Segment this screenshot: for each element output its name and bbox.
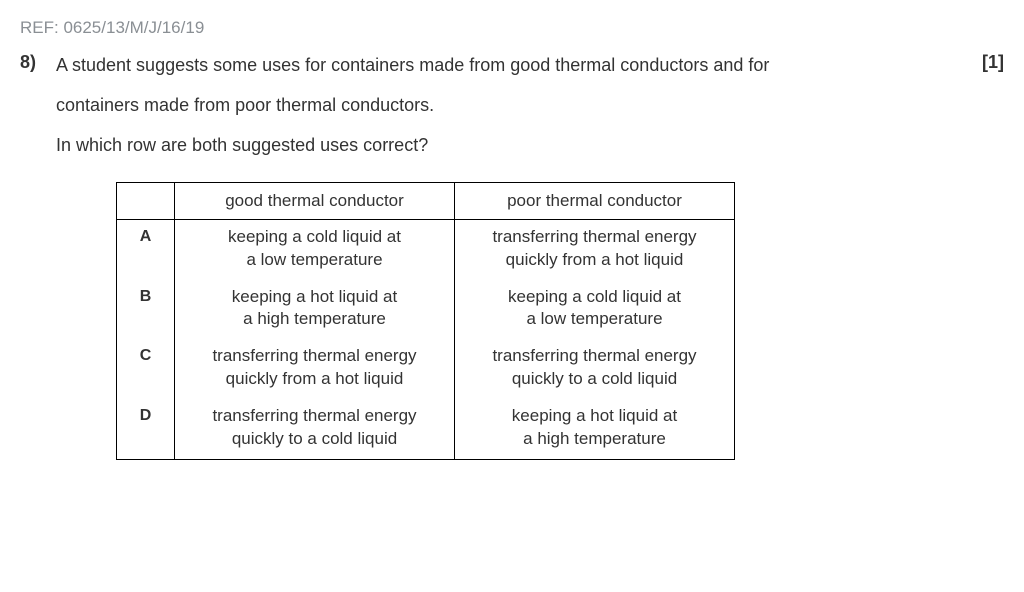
- cell-a-poor: transferring thermal energy quickly from…: [455, 219, 735, 279]
- cell-line: transferring thermal energy: [212, 406, 416, 425]
- marks-label: [1]: [976, 52, 1004, 73]
- question-paragraph-2: containers made from poor thermal conduc…: [56, 92, 916, 120]
- cell-line: a low temperature: [246, 250, 382, 269]
- question-number: 8): [20, 52, 56, 73]
- row-label-d: D: [117, 399, 175, 459]
- header-poor-conductor: poor thermal conductor: [455, 182, 735, 219]
- row-label-c: C: [117, 339, 175, 399]
- cell-line: transferring thermal energy: [492, 346, 696, 365]
- cell-a-good: keeping a cold liquid at a low temperatu…: [175, 219, 455, 279]
- header-good-conductor: good thermal conductor: [175, 182, 455, 219]
- cell-line: transferring thermal energy: [492, 227, 696, 246]
- options-table: good thermal conductor poor thermal cond…: [116, 182, 735, 461]
- question-block: 8) A student suggests some uses for cont…: [20, 52, 1004, 172]
- cell-line: keeping a hot liquid at: [232, 287, 397, 306]
- table-row: B keeping a hot liquid at a high tempera…: [117, 280, 735, 340]
- cell-line: quickly from a hot liquid: [506, 250, 684, 269]
- cell-line: keeping a hot liquid at: [512, 406, 677, 425]
- row-label-a: A: [117, 219, 175, 279]
- cell-c-good: transferring thermal energy quickly from…: [175, 339, 455, 399]
- cell-d-poor: keeping a hot liquid at a high temperatu…: [455, 399, 735, 459]
- row-label-b: B: [117, 280, 175, 340]
- cell-line: keeping a cold liquid at: [228, 227, 401, 246]
- question-body: A student suggests some uses for contain…: [56, 52, 976, 172]
- table-header-row: good thermal conductor poor thermal cond…: [117, 182, 735, 219]
- cell-d-good: transferring thermal energy quickly to a…: [175, 399, 455, 459]
- cell-line: a high temperature: [523, 429, 666, 448]
- header-empty-corner: [117, 182, 175, 219]
- question-paragraph-1: A student suggests some uses for contain…: [56, 52, 916, 80]
- cell-line: a high temperature: [243, 309, 386, 328]
- cell-line: quickly to a cold liquid: [232, 429, 397, 448]
- table-row: C transferring thermal energy quickly fr…: [117, 339, 735, 399]
- cell-line: a low temperature: [526, 309, 662, 328]
- table-row: D transferring thermal energy quickly to…: [117, 399, 735, 459]
- cell-line: transferring thermal energy: [212, 346, 416, 365]
- reference-line: REF: 0625/13/M/J/16/19: [20, 18, 1004, 38]
- cell-line: quickly from a hot liquid: [226, 369, 404, 388]
- cell-b-poor: keeping a cold liquid at a low temperatu…: [455, 280, 735, 340]
- cell-c-poor: transferring thermal energy quickly to a…: [455, 339, 735, 399]
- options-table-wrap: good thermal conductor poor thermal cond…: [20, 182, 1004, 461]
- cell-line: keeping a cold liquid at: [508, 287, 681, 306]
- cell-b-good: keeping a hot liquid at a high temperatu…: [175, 280, 455, 340]
- cell-line: quickly to a cold liquid: [512, 369, 677, 388]
- table-row: A keeping a cold liquid at a low tempera…: [117, 219, 735, 279]
- question-paragraph-3: In which row are both suggested uses cor…: [56, 132, 916, 160]
